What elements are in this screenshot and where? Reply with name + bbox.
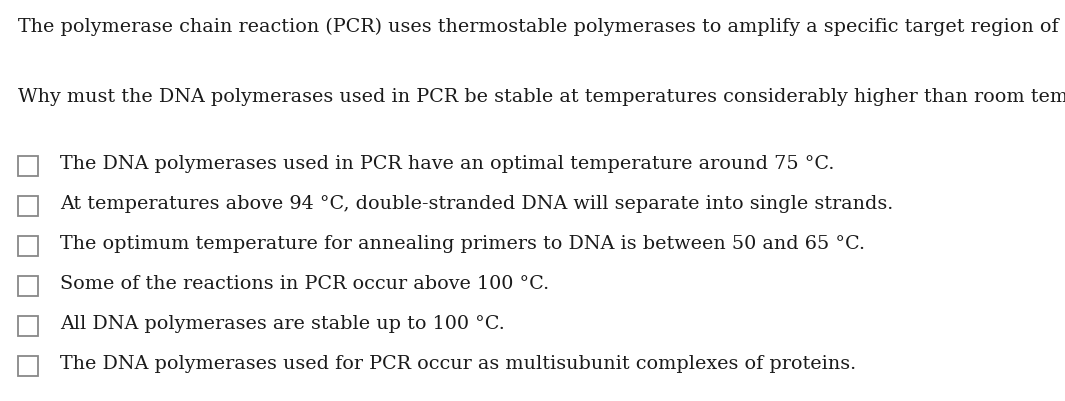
Bar — [18, 276, 38, 296]
Text: At temperatures above 94 °C, double-stranded DNA will separate into single stran: At temperatures above 94 °C, double-stra… — [60, 194, 894, 213]
Bar — [18, 316, 38, 336]
Text: The DNA polymerases used in PCR have an optimal temperature around 75 °C.: The DNA polymerases used in PCR have an … — [60, 155, 834, 172]
Bar — [18, 237, 38, 256]
Bar — [18, 356, 38, 376]
Text: Some of the reactions in PCR occur above 100 °C.: Some of the reactions in PCR occur above… — [60, 274, 550, 292]
Bar — [18, 157, 38, 176]
Text: The DNA polymerases used for PCR occur as multisubunit complexes of proteins.: The DNA polymerases used for PCR occur a… — [60, 354, 856, 372]
Text: All DNA polymerases are stable up to 100 °C.: All DNA polymerases are stable up to 100… — [60, 314, 505, 332]
Text: The polymerase chain reaction (PCR) uses thermostable polymerases to amplify a s: The polymerase chain reaction (PCR) uses… — [18, 18, 1065, 36]
Text: The optimum temperature for annealing primers to DNA is between 50 and 65 °C.: The optimum temperature for annealing pr… — [60, 235, 865, 252]
Bar — [18, 196, 38, 217]
Text: Why must the DNA polymerases used in PCR be stable at temperatures considerably : Why must the DNA polymerases used in PCR… — [18, 88, 1065, 106]
